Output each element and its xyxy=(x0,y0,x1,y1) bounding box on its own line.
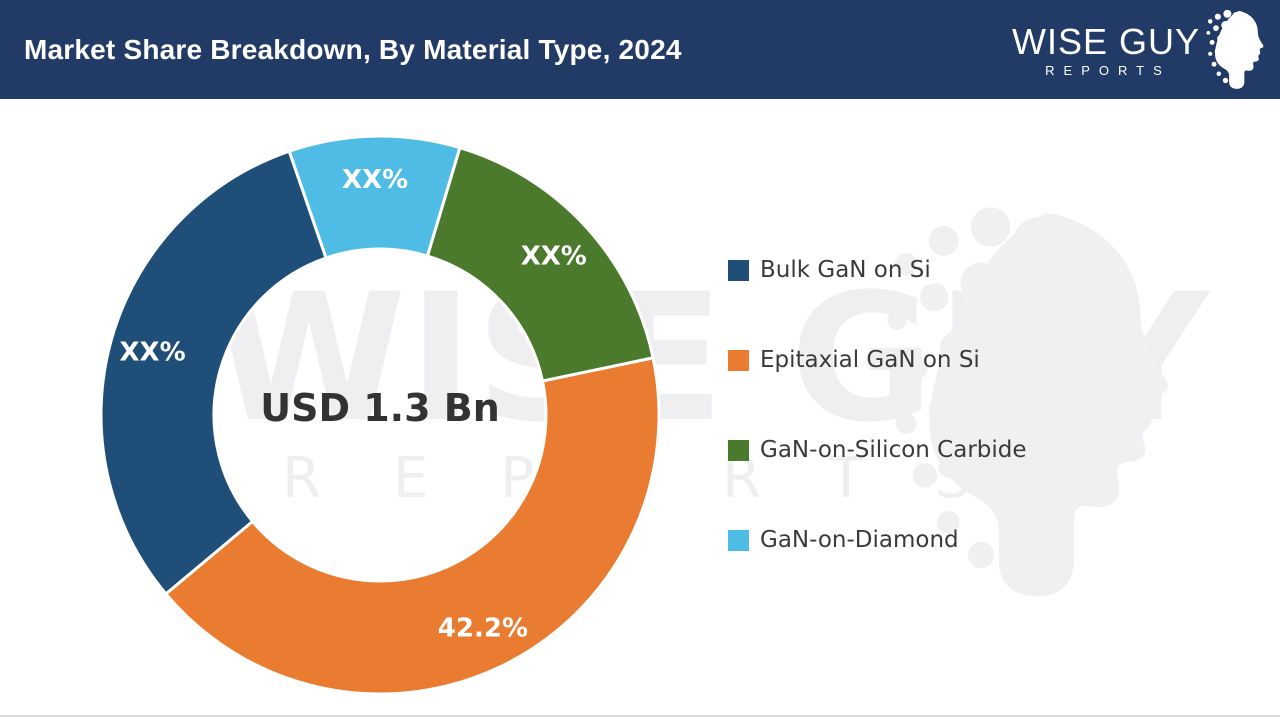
chart-canvas: WISE GUY REPORTS XX% XX% 42.2% XX% USD 1.3 B… xyxy=(0,99,1280,720)
donut-chart: XX% XX% 42.2% XX% USD 1.3 Bn xyxy=(99,134,661,696)
legend-swatch-gan-on-silicon-carbide xyxy=(728,439,749,461)
legend-label: GaN-on-Silicon Carbide xyxy=(760,437,1027,463)
legend-swatch-bulk-gan-on-si xyxy=(728,259,749,281)
donut-segment-bulk-gan-on-si xyxy=(99,149,328,596)
segment-value-label: XX% xyxy=(120,338,186,368)
brand-logo: WISE GUY REPORTS xyxy=(1012,6,1266,94)
watermark-dotted-head-icon xyxy=(887,207,1168,597)
bottom-border-line xyxy=(0,715,1280,717)
legend-label: GaN-on-Diamond xyxy=(760,527,959,553)
page-title: Market Share Breakdown, By Material Type… xyxy=(24,33,682,65)
brand-subtitle: REPORTS xyxy=(1045,62,1171,78)
donut-segment-epitaxial-gan-on-si xyxy=(164,356,661,696)
legend-item-gan-on-silicon-carbide: GaN-on-Silicon Carbide xyxy=(728,435,1027,465)
brand-name: WISE GUY xyxy=(1011,20,1200,62)
segment-value-label: XX% xyxy=(342,165,408,195)
donut-center-value: USD 1.3 Bn xyxy=(260,386,500,430)
legend-label: Epitaxial GaN on Si xyxy=(760,347,980,373)
dotted-head-icon xyxy=(1206,10,1264,89)
segment-value-label: XX% xyxy=(521,241,587,271)
header-bar: Market Share Breakdown, By Material Type… xyxy=(0,0,1280,99)
legend-swatch-epitaxial-gan-on-si xyxy=(728,349,749,371)
legend-item-bulk-gan-on-si: Bulk GaN on Si xyxy=(728,255,1027,285)
segment-value-label: 42.2% xyxy=(438,613,528,643)
legend-item-gan-on-diamond: GaN-on-Diamond xyxy=(728,525,1027,555)
brand-logo-text: WISE GUY REPORTS xyxy=(1011,20,1200,78)
chart-legend: Bulk GaN on Si Epitaxial GaN on Si GaN-o… xyxy=(728,255,1027,555)
donut-segment-gan-on-silicon-carbide xyxy=(426,146,655,383)
legend-swatch-gan-on-diamond xyxy=(728,529,749,551)
legend-label: Bulk GaN on Si xyxy=(760,257,931,283)
legend-item-epitaxial-gan-on-si: Epitaxial GaN on Si xyxy=(728,345,1027,375)
